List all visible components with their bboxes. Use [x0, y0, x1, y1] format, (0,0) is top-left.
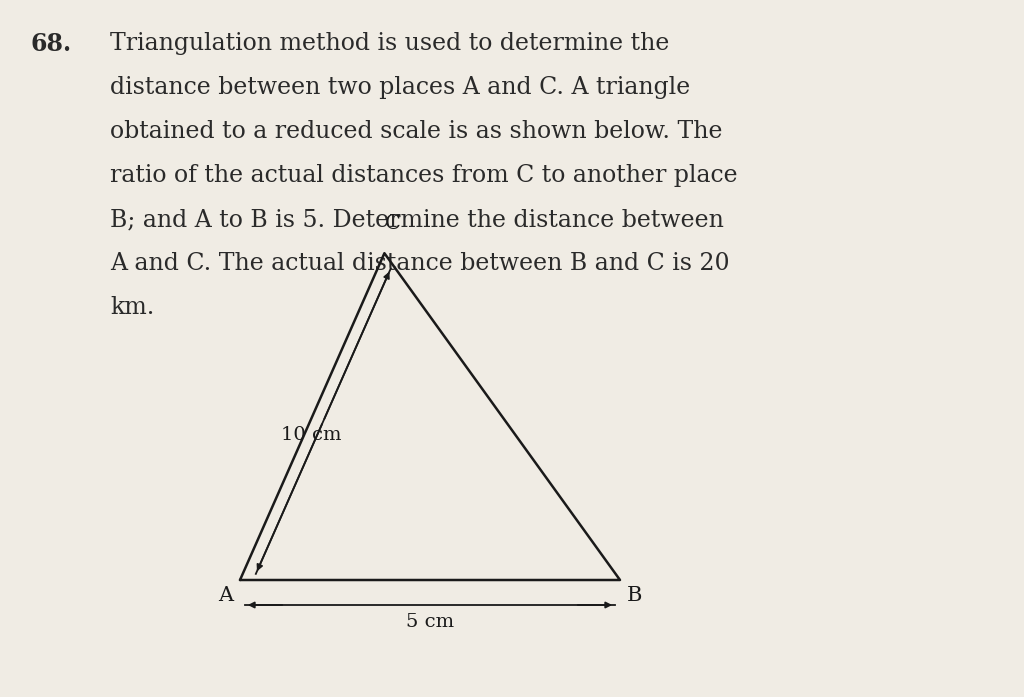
Text: ratio of the actual distances from C to another place: ratio of the actual distances from C to …: [110, 164, 737, 187]
Text: km.: km.: [110, 296, 155, 319]
Text: 5 cm: 5 cm: [406, 613, 454, 631]
Text: 10 cm: 10 cm: [281, 426, 341, 444]
Text: obtained to a reduced scale is as shown below. The: obtained to a reduced scale is as shown …: [110, 120, 723, 143]
Text: B; and A to B is 5. Determine the distance between: B; and A to B is 5. Determine the distan…: [110, 208, 724, 231]
Text: 68.: 68.: [30, 32, 71, 56]
Text: distance between two places A and C. A triangle: distance between two places A and C. A t…: [110, 76, 690, 99]
Text: Triangulation method is used to determine the: Triangulation method is used to determin…: [110, 32, 670, 55]
Text: A: A: [218, 586, 233, 605]
Text: A and C. The actual distance between B and C is 20: A and C. The actual distance between B a…: [110, 252, 730, 275]
Text: C: C: [384, 214, 400, 233]
Text: B: B: [627, 586, 642, 605]
